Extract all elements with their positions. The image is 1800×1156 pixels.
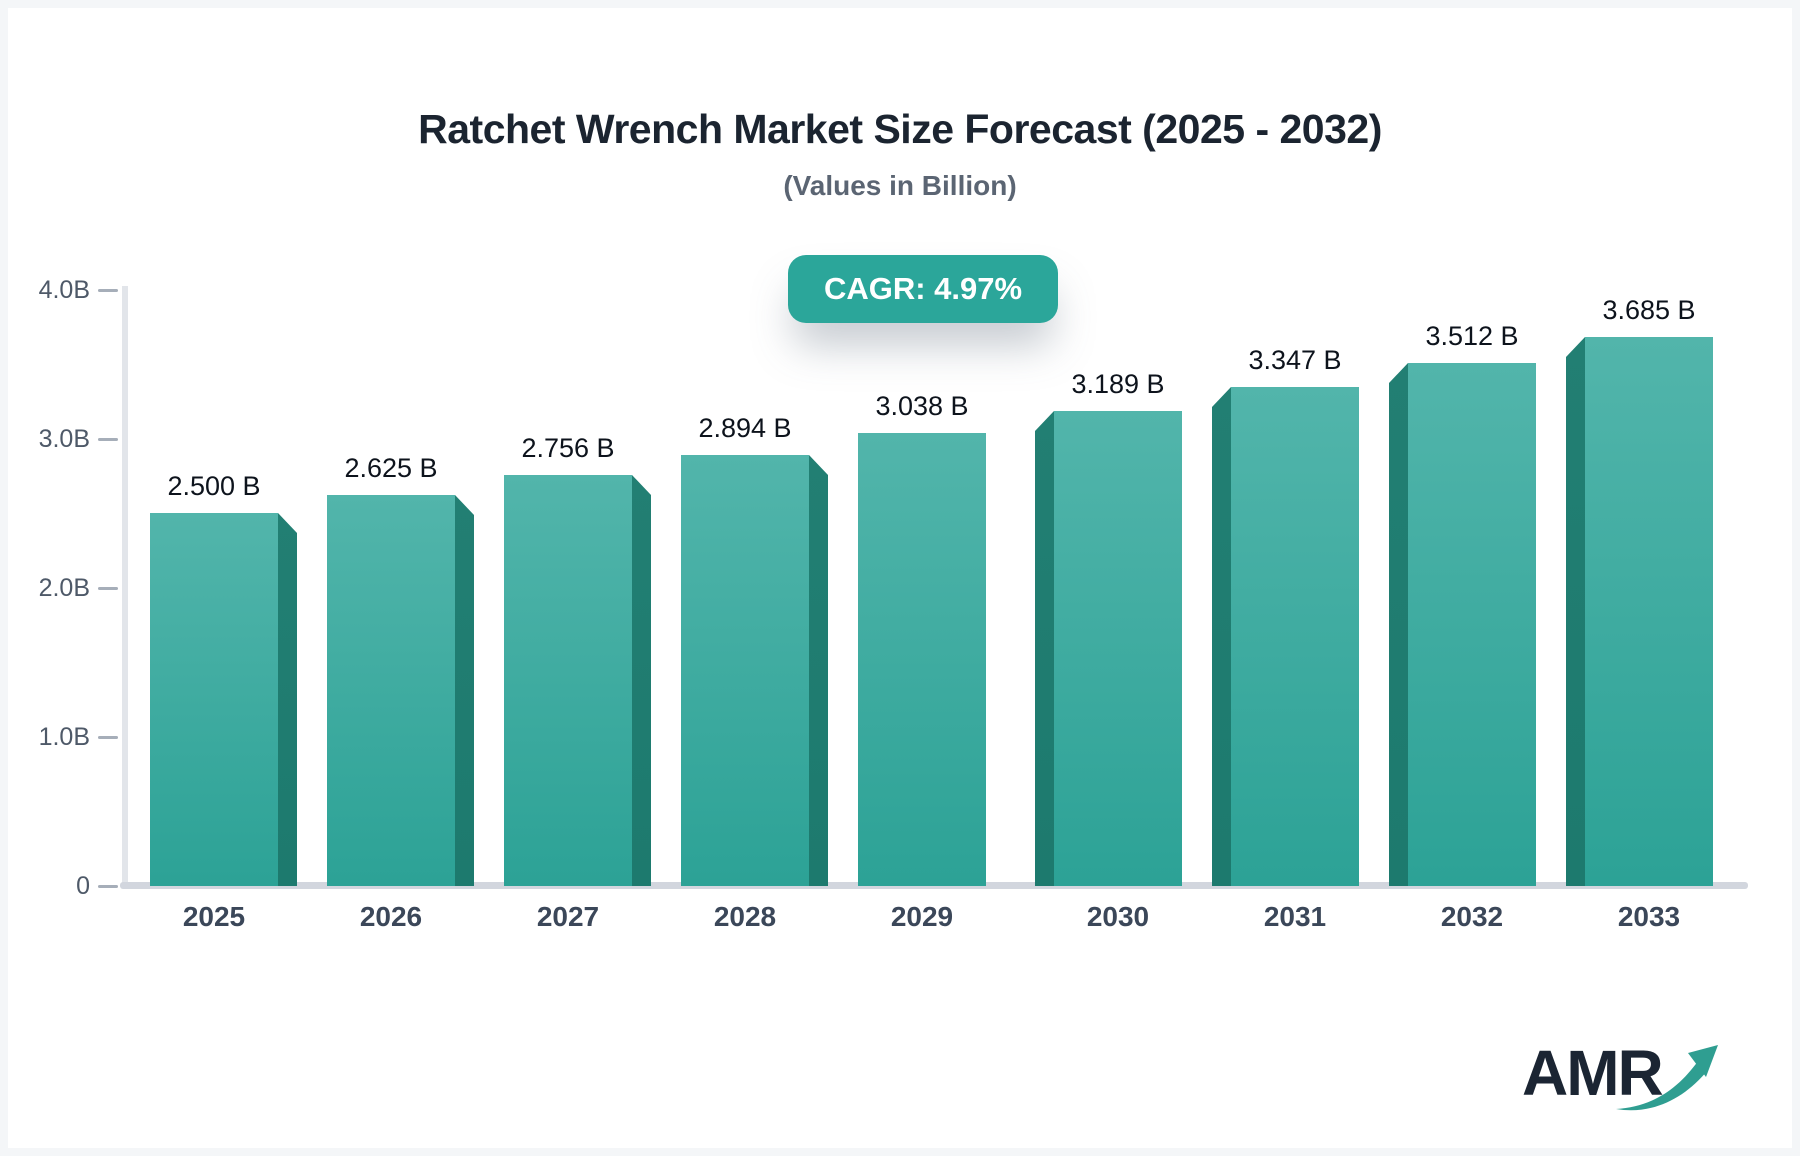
y-axis-tick-label: 2.0B xyxy=(38,574,90,602)
y-axis-tick-label: 1.0B xyxy=(38,723,90,751)
x-axis-label: 2033 xyxy=(1617,901,1681,932)
x-axis-label: 2028 xyxy=(713,901,777,932)
bar-face-2030 xyxy=(1054,411,1182,886)
bar-value-label: 3.512 B xyxy=(1425,321,1519,351)
y-axis-tick-label: 4.0B xyxy=(38,276,90,304)
x-axis-label: 2031 xyxy=(1263,901,1327,932)
bar-side-face-2028 xyxy=(809,455,828,886)
x-axis-label: 2025 xyxy=(182,901,246,932)
bar-face-2025 xyxy=(150,513,278,886)
bar-side-face-2030 xyxy=(1035,411,1054,886)
cagr-badge-label: CAGR: 4.97% xyxy=(823,271,1023,306)
chart-subtitle: (Values in Billion) xyxy=(783,170,1017,201)
bar-value-label: 2.894 B xyxy=(698,413,792,443)
y-axis-line xyxy=(122,286,128,886)
bar-face-2028 xyxy=(681,455,809,886)
x-axis-label: 2032 xyxy=(1440,901,1504,932)
bar-value-label: 2.500 B xyxy=(167,471,261,501)
bar-face-2026 xyxy=(327,495,455,886)
bar-value-label: 3.189 B xyxy=(1071,369,1165,399)
x-axis-label: 2027 xyxy=(536,901,600,932)
bar-face-2029 xyxy=(858,433,986,886)
y-axis-tick-label: 0 xyxy=(76,872,90,900)
y-axis-tick xyxy=(98,736,118,739)
bar-value-label: 3.347 B xyxy=(1248,345,1342,375)
bar-side-face-2033 xyxy=(1566,337,1585,886)
bar-value-label: 3.685 B xyxy=(1602,295,1696,325)
y-axis-tick xyxy=(98,885,118,888)
bar-side-face-2032 xyxy=(1389,363,1408,886)
y-axis-tick xyxy=(98,438,118,441)
bar-face-2033 xyxy=(1585,337,1713,886)
cagr-badge: CAGR: 4.97% xyxy=(788,255,1058,323)
bar-face-2031 xyxy=(1231,387,1359,886)
y-axis-tick-label: 3.0B xyxy=(38,425,90,453)
bar-value-label: 2.625 B xyxy=(344,453,438,483)
bar-side-face-2026 xyxy=(455,495,474,886)
x-axis-label: 2026 xyxy=(359,901,423,932)
y-axis-tick xyxy=(98,289,118,292)
bar-face-2032 xyxy=(1408,363,1536,886)
bar-value-label: 2.756 B xyxy=(521,433,615,463)
amr-logo-arrow-head xyxy=(1688,1045,1718,1077)
y-axis-tick xyxy=(98,587,118,590)
chart-title: Ratchet Wrench Market Size Forecast (202… xyxy=(418,106,1382,152)
x-axis-label: 2030 xyxy=(1086,901,1150,932)
amr-logo: AMR xyxy=(1522,1037,1718,1111)
bar-value-label: 3.038 B xyxy=(875,391,969,421)
bar-side-face-2027 xyxy=(632,475,651,886)
bar-side-face-2025 xyxy=(278,513,297,886)
x-axis-label: 2029 xyxy=(890,901,954,932)
amr-logo-text: AMR xyxy=(1522,1037,1663,1109)
bar-face-2027 xyxy=(504,475,632,886)
bar-side-face-2031 xyxy=(1212,387,1231,886)
chart-card: Ratchet Wrench Market Size Forecast (202… xyxy=(8,8,1792,1148)
